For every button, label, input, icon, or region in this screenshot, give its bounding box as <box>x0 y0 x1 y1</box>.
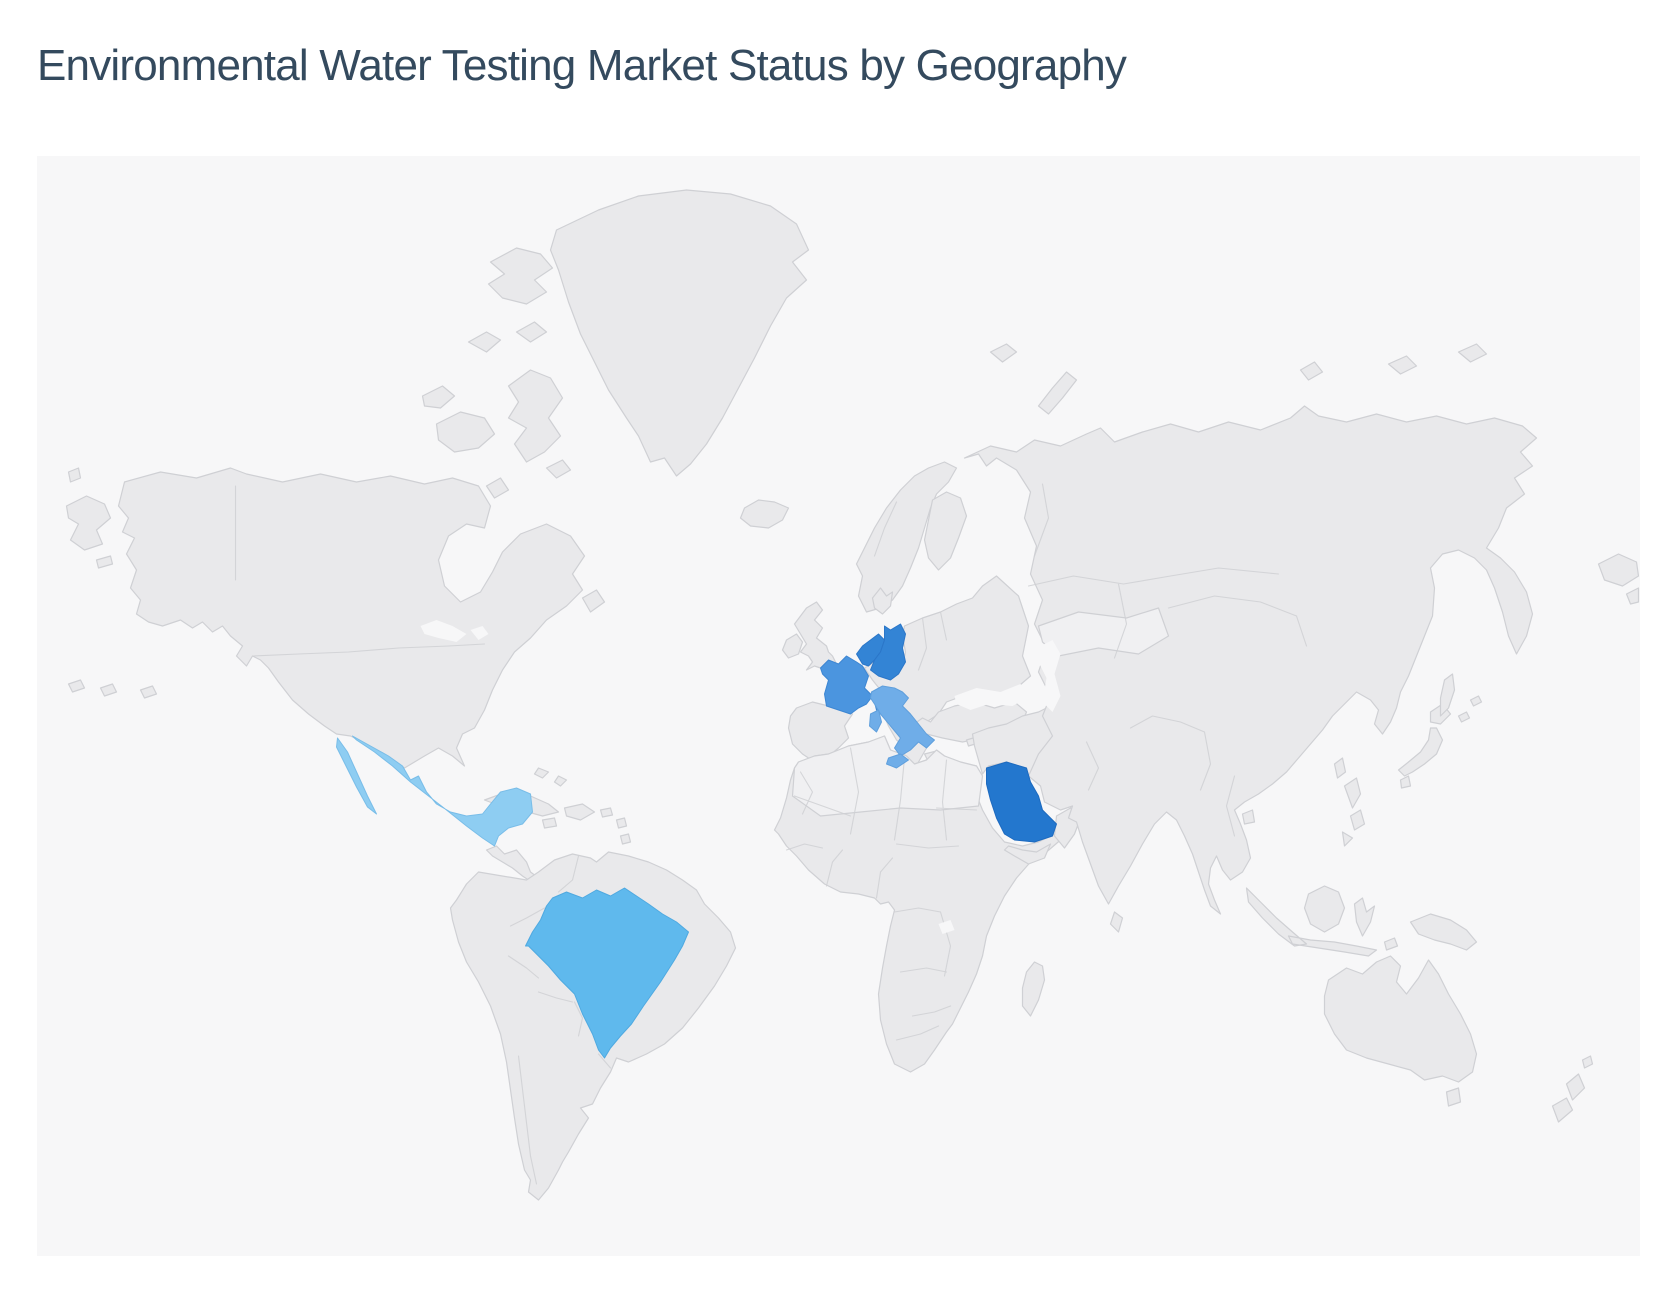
landmass-greenland <box>549 189 810 477</box>
page-title: Environmental Water Testing Market Statu… <box>37 41 1127 90</box>
country-france[interactable] <box>820 655 873 715</box>
landmass-madagascar <box>1021 961 1046 1017</box>
landmasses-light-gray <box>791 607 1170 817</box>
landmass-north-africa-band <box>791 735 984 817</box>
landmass-australia <box>1323 955 1478 1083</box>
landmass-ireland <box>781 633 804 659</box>
landmass-chukotka-wrap-right <box>1597 553 1640 605</box>
landmass-united-kingdom <box>793 601 838 671</box>
landmass-tasmania <box>1445 1087 1462 1107</box>
great-lakes <box>420 619 489 642</box>
landmass-sakhalin <box>1439 673 1456 717</box>
country-mexico[interactable] <box>336 735 533 847</box>
country-italy[interactable] <box>870 685 935 757</box>
caspian-sea <box>1038 639 1061 712</box>
landmass-taiwan-hainan <box>1241 757 1347 825</box>
landmass-finland <box>923 491 968 571</box>
landmass-iceland <box>739 499 790 529</box>
landmass-yemen <box>1003 843 1052 865</box>
highlighted-countries <box>336 623 1057 1059</box>
world-map-panel <box>37 155 1640 1256</box>
page: Environmental Water Testing Market Statu… <box>37 41 1640 1256</box>
world-map <box>65 189 1640 1201</box>
landmass-canadian-arctic-islands <box>421 247 606 613</box>
country-saudi-arabia[interactable] <box>986 761 1057 843</box>
landmass-north-america <box>117 467 586 769</box>
landmass-arctic-islands-russia <box>989 343 1488 415</box>
landmass-sri-lanka <box>1109 911 1124 933</box>
landmass-denmark <box>871 587 894 615</box>
landmass-philippines <box>1341 777 1366 847</box>
landmasses-gray <box>65 189 1640 1201</box>
country-borders <box>234 483 1308 1185</box>
landmass-eurasia <box>963 405 1538 915</box>
black-sea <box>954 683 1031 710</box>
landmass-bering-wrap-fragments <box>65 467 158 699</box>
lake-victoria <box>938 919 955 934</box>
landmass-new-guinea <box>1409 913 1478 951</box>
map-strokes <box>65 189 1640 1201</box>
country-brazil[interactable] <box>525 887 689 1059</box>
country-benelux[interactable] <box>856 633 885 667</box>
landmass-new-zealand <box>1551 1055 1594 1123</box>
country-germany[interactable] <box>870 623 906 681</box>
island-sicily[interactable] <box>886 753 909 769</box>
inland-water <box>420 619 1061 934</box>
landmass-japan <box>1397 695 1483 789</box>
landmass-scandinavia <box>855 461 958 613</box>
landmass-indonesia <box>1245 885 1399 957</box>
island-sardinia[interactable] <box>869 709 882 733</box>
